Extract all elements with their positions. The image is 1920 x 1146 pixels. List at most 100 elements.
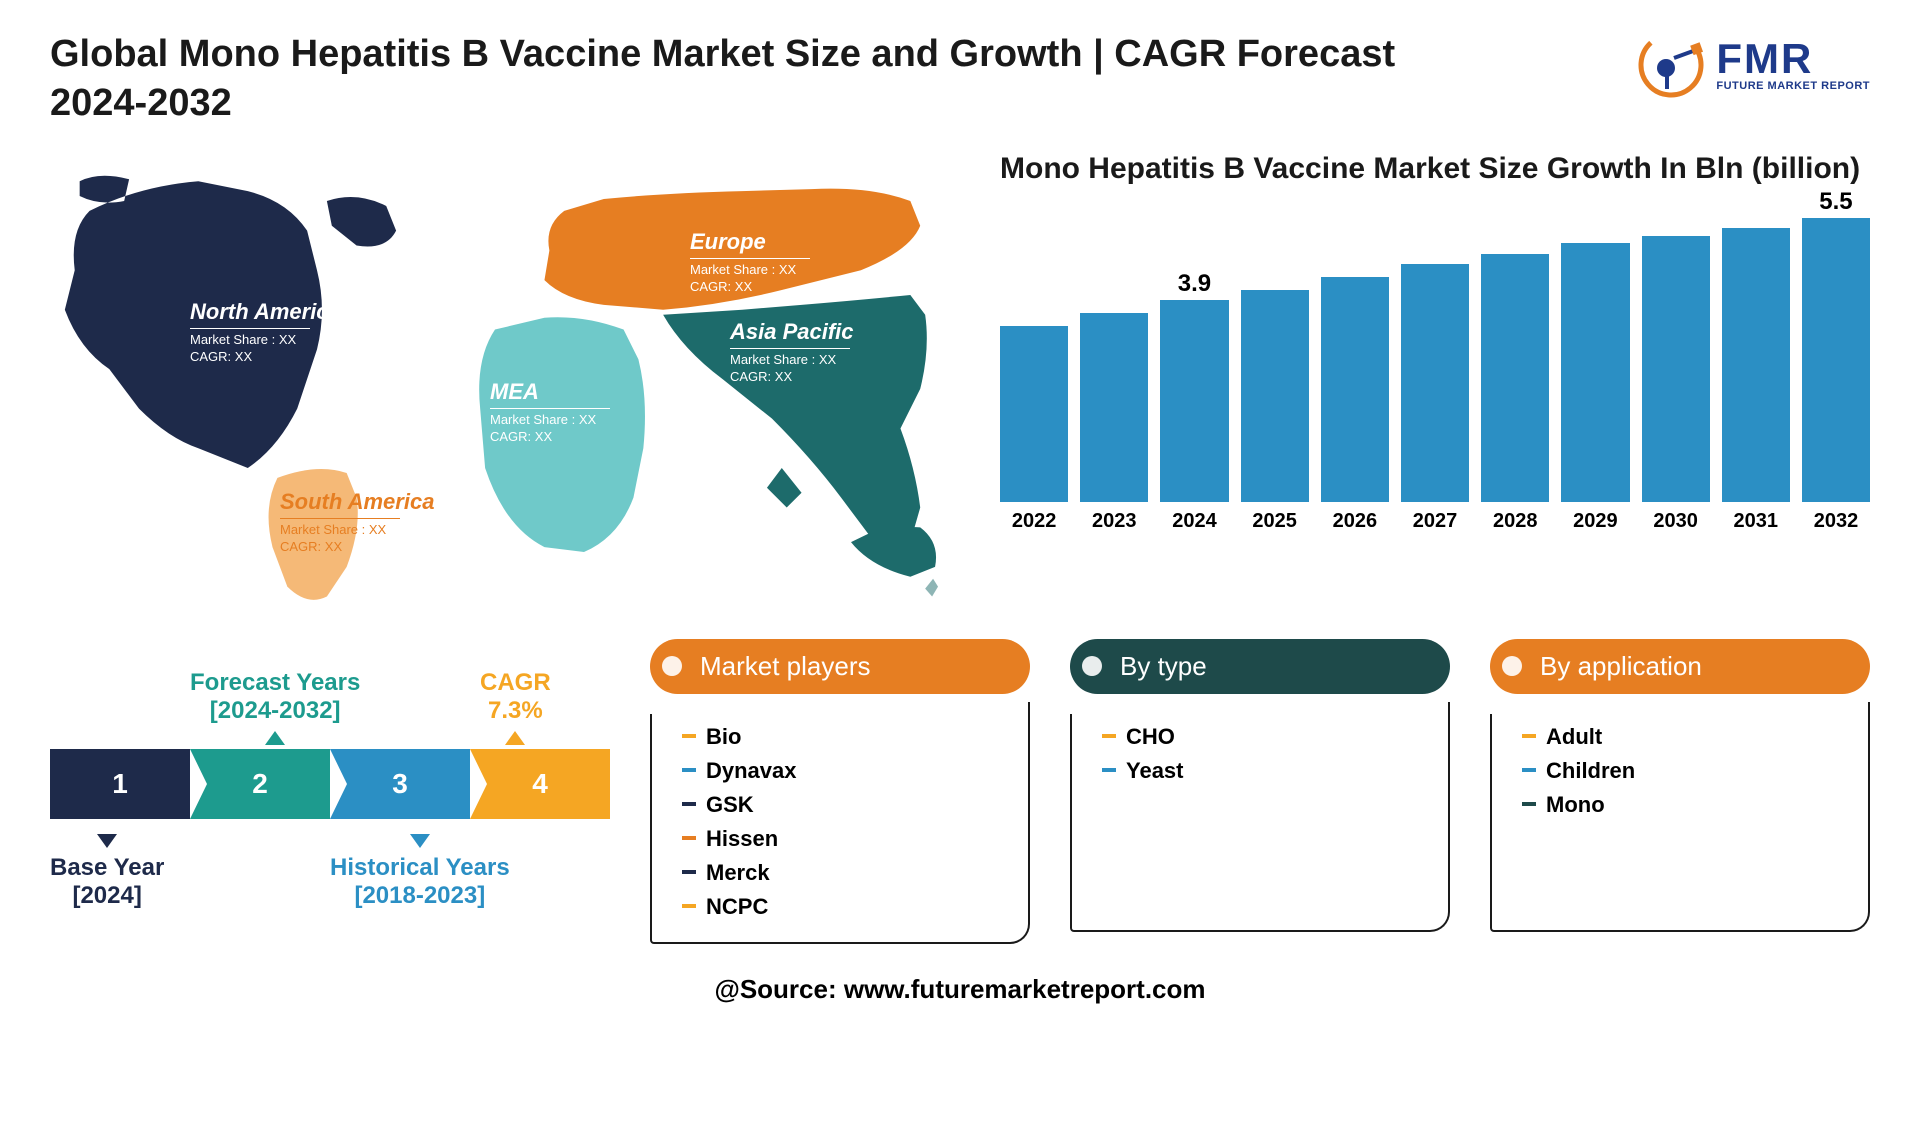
region-cagr: CAGR: XX (690, 279, 810, 294)
list-item: Adult (1522, 720, 1844, 754)
region-share: Market Share : XX (280, 522, 434, 537)
source-text: @Source: www.futuremarketreport.com (50, 974, 1870, 1005)
bar-2030: 2030 (1642, 236, 1710, 533)
cagr-label: CAGR 7.3% (480, 669, 551, 745)
chart-title: Mono Hepatitis B Vaccine Market Size Gro… (1000, 149, 1870, 188)
region-label-south-america: South America Market Share : XX CAGR: XX (280, 489, 434, 554)
hist-value: [2018-2023] (330, 882, 510, 910)
timeline-bar: 1 2 3 4 (50, 749, 610, 819)
list-item: Bio (682, 720, 1004, 754)
region-label-mea: MEA Market Share : XX CAGR: XX (490, 379, 610, 444)
info-panels: Market players BioDynavaxGSKHissenMerckN… (650, 639, 1870, 944)
bottom-section: Forecast Years [2024-2032] CAGR 7.3% 1 2… (50, 639, 1870, 944)
list-item: Dynavax (682, 754, 1004, 788)
panel-body: AdultChildrenMono (1490, 702, 1870, 932)
panel-header: Market players (650, 639, 1030, 694)
bar-year-label: 2023 (1092, 510, 1137, 533)
region-name: South America (280, 489, 434, 515)
list-item: Mono (1522, 788, 1844, 822)
region-share: Market Share : XX (730, 352, 854, 367)
bar-value: 3.9 (1178, 270, 1211, 298)
region-cagr: CAGR: XX (730, 369, 854, 384)
list-item: NCPC (682, 890, 1004, 924)
timeline: Forecast Years [2024-2032] CAGR 7.3% 1 2… (50, 639, 610, 934)
panel-by-application: By application AdultChildrenMono (1490, 639, 1870, 944)
bar-rect (1080, 313, 1148, 502)
region-name: Asia Pacific (730, 319, 854, 345)
bar-rect (1561, 243, 1629, 501)
bar-rect (1722, 228, 1790, 502)
bar-year-label: 2029 (1573, 510, 1618, 533)
list-item: GSK (682, 788, 1004, 822)
bar-2026: 2026 (1321, 277, 1389, 533)
base-value: [2024] (50, 882, 164, 910)
cagr-value: 7.3% (480, 697, 551, 725)
triangle-up-icon (265, 731, 285, 745)
bar-chart: Mono Hepatitis B Vaccine Market Size Gro… (980, 149, 1870, 609)
bar-year-label: 2028 (1493, 510, 1538, 533)
logo-text: FMR FUTURE MARKET REPORT (1716, 38, 1870, 92)
bar-2022: 2022 (1000, 326, 1068, 533)
bar-2027: 2027 (1401, 264, 1469, 533)
logo: FMR FUTURE MARKET REPORT (1636, 30, 1870, 100)
list-item: Yeast (1102, 754, 1424, 788)
bar-rect: 3.9 (1160, 300, 1228, 502)
panel-header: By type (1070, 639, 1450, 694)
bar-2031: 2031 (1722, 228, 1790, 533)
bar-year-label: 2026 (1333, 510, 1378, 533)
list-item: Merck (682, 856, 1004, 890)
bar-2025: 2025 (1241, 290, 1309, 533)
divider (690, 258, 810, 259)
logo-title: FMR (1716, 38, 1870, 80)
world-map: North America Market Share : XX CAGR: XX… (50, 149, 940, 609)
bar-year-label: 2030 (1653, 510, 1698, 533)
panel-body: CHOYeast (1070, 702, 1450, 932)
bar-rect (1321, 277, 1389, 502)
infographic-container: Global Mono Hepatitis B Vaccine Market S… (0, 0, 1920, 1146)
region-name: North America (190, 299, 341, 325)
bar-year-label: 2024 (1172, 510, 1217, 533)
forecast-text: Forecast Years (190, 669, 360, 697)
divider (730, 348, 850, 349)
region-share: Market Share : XX (490, 412, 610, 427)
timeline-seg-1: 1 (50, 749, 190, 819)
timeline-seg-3: 3 (330, 749, 470, 819)
base-year-label: Base Year [2024] (50, 834, 164, 910)
bar-2029: 2029 (1561, 243, 1629, 532)
triangle-down-icon (410, 834, 430, 848)
region-share: Market Share : XX (190, 332, 341, 347)
main-grid: North America Market Share : XX CAGR: XX… (50, 149, 1870, 609)
bar-value: 5.5 (1819, 188, 1852, 216)
cagr-text: CAGR (480, 669, 551, 697)
bar-year-label: 2027 (1413, 510, 1458, 533)
bar-rect (1481, 254, 1549, 502)
bar-year-label: 2032 (1814, 510, 1859, 533)
bar-rect (1000, 326, 1068, 502)
region-name: Europe (690, 229, 810, 255)
list-item: CHO (1102, 720, 1424, 754)
hist-text: Historical Years (330, 854, 510, 882)
page-title: Global Mono Hepatitis B Vaccine Market S… (50, 30, 1450, 129)
region-label-north-america: North America Market Share : XX CAGR: XX (190, 299, 341, 364)
panel-by-type: By type CHOYeast (1070, 639, 1450, 944)
bar-rect: 5.5 (1802, 218, 1870, 502)
base-text: Base Year (50, 854, 164, 882)
divider (490, 408, 610, 409)
bar-year-label: 2025 (1252, 510, 1297, 533)
list-item: Hissen (682, 822, 1004, 856)
bar-rect (1401, 264, 1469, 502)
logo-subtitle: FUTURE MARKET REPORT (1716, 80, 1870, 92)
bar-rect (1241, 290, 1309, 502)
panel-body: BioDynavaxGSKHissenMerckNCPC (650, 702, 1030, 944)
bar-year-label: 2031 (1734, 510, 1779, 533)
forecast-label: Forecast Years [2024-2032] (190, 669, 360, 745)
bar-2028: 2028 (1481, 254, 1549, 533)
divider (280, 518, 400, 519)
logo-icon (1636, 30, 1706, 100)
bar-2024: 3.9 2024 (1160, 300, 1228, 533)
forecast-value: [2024-2032] (190, 697, 360, 725)
region-label-asia-pacific: Asia Pacific Market Share : XX CAGR: XX (730, 319, 854, 384)
region-label-europe: Europe Market Share : XX CAGR: XX (690, 229, 810, 294)
triangle-up-icon (505, 731, 525, 745)
header-row: Global Mono Hepatitis B Vaccine Market S… (50, 30, 1870, 129)
